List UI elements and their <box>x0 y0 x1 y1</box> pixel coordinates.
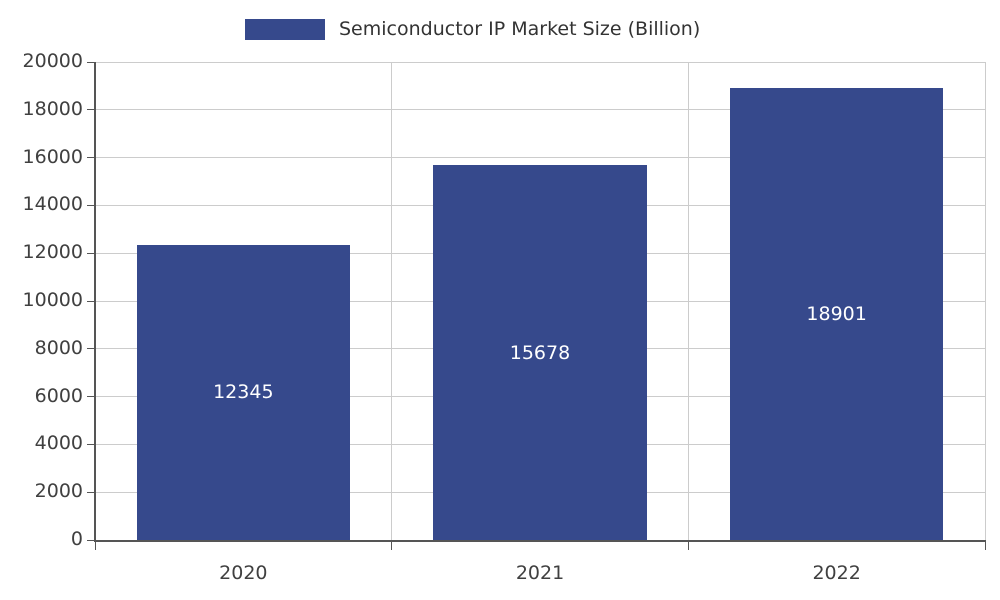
legend-item[interactable]: Semiconductor IP Market Size (Billion) <box>245 18 700 40</box>
y-axis-tick <box>87 109 95 111</box>
h-gridline <box>95 61 985 63</box>
y-axis-tick <box>87 61 95 63</box>
h-gridline <box>95 109 985 111</box>
y-axis-tick <box>87 443 95 445</box>
bar-value-label: 18901 <box>806 303 867 326</box>
x-axis-label: 2021 <box>515 562 565 584</box>
y-axis-tick <box>87 300 95 302</box>
y-axis-label: 2000 <box>34 480 83 503</box>
bar-2022[interactable] <box>729 88 944 540</box>
x-axis-tick <box>984 542 986 550</box>
legend-label: Semiconductor IP Market Size (Billion) <box>339 18 701 40</box>
y-axis-label: 16000 <box>22 145 83 168</box>
y-axis-tick <box>87 491 95 493</box>
y-axis-line <box>94 62 96 542</box>
y-axis-tick <box>87 252 95 254</box>
v-gridline <box>984 62 986 540</box>
bar-2021[interactable] <box>433 165 647 540</box>
v-gridline <box>687 62 689 540</box>
y-axis-tick <box>87 157 95 159</box>
x-axis-tick <box>94 542 96 550</box>
y-axis-label: 14000 <box>22 193 83 216</box>
bar-value-label: 15678 <box>509 341 571 364</box>
bar-value-label: 12345 <box>213 381 274 404</box>
y-axis-tick <box>87 539 95 541</box>
legend-swatch <box>245 18 325 40</box>
x-axis-label: 2022 <box>812 562 861 584</box>
y-axis-label: 0 <box>70 528 83 550</box>
x-axis-tick <box>687 542 689 550</box>
y-axis-label: 6000 <box>34 384 83 407</box>
y-axis-label: 20000 <box>22 50 83 72</box>
y-axis-label: 10000 <box>22 289 83 311</box>
y-axis-label: 18000 <box>22 97 83 120</box>
y-axis-label: 8000 <box>34 336 83 359</box>
x-axis-label: 2020 <box>219 562 268 584</box>
x-axis-line <box>94 540 986 542</box>
v-gridline <box>391 62 393 540</box>
y-axis-tick <box>87 204 95 206</box>
bar-2020[interactable] <box>136 244 351 540</box>
y-axis-label: 12000 <box>22 241 83 264</box>
h-gridline <box>95 157 985 159</box>
y-axis-label: 4000 <box>34 432 83 455</box>
y-axis-tick <box>87 396 95 398</box>
x-axis-tick <box>391 542 393 550</box>
y-axis-tick <box>87 348 95 350</box>
